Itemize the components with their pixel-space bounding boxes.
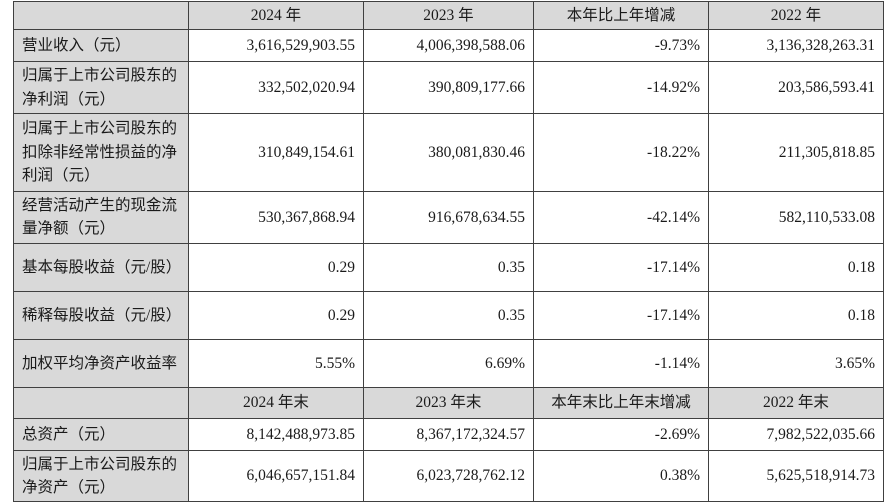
column-header-2023: 2023 年	[363, 0, 534, 31]
cell-2023-value: 380,081,830.46	[363, 112, 534, 192]
cell-2024-value: 0.29	[188, 242, 364, 292]
table-corner-cell	[13, 0, 189, 31]
table-row-total-assets: 总资产（元） 8,142,488,973.85 8,367,172,324.57…	[13, 417, 884, 451]
cell-2024-value: 3,616,529,903.55	[188, 29, 364, 63]
cell-2023-value: 6,023,728,762.12	[363, 449, 534, 502]
cell-2024-value: 530,367,868.94	[188, 190, 364, 244]
cell-2022-value: 3,136,328,263.31	[708, 29, 884, 63]
table-row-deducted-net-profit: 归属于上市公司股东的扣除非经常性损益的净利润（元） 310,849,154.61…	[13, 112, 884, 192]
column-header-change: 本年比上年增减	[533, 0, 709, 31]
cell-2022-value: 0.18	[708, 242, 884, 292]
table-row-net-assets: 归属于上市公司股东的净资产（元） 6,046,657,151.84 6,023,…	[13, 449, 884, 502]
cell-2022-value: 211,305,818.85	[708, 112, 884, 192]
cell-2023-value: 390,809,177.66	[363, 61, 534, 114]
row-label: 归属于上市公司股东的净利润（元）	[13, 61, 189, 114]
table-row-revenue: 营业收入（元） 3,616,529,903.55 4,006,398,588.0…	[13, 29, 884, 63]
row-label: 归属于上市公司股东的净资产（元）	[13, 449, 189, 502]
column-header-2022-end: 2022 年末	[708, 386, 884, 419]
cell-change-value: -1.14%	[533, 338, 709, 388]
table-row-net-profit: 归属于上市公司股东的净利润（元） 332,502,020.94 390,809,…	[13, 61, 884, 114]
cell-change-value: -17.14%	[533, 290, 709, 340]
cell-2022-value: 203,586,593.41	[708, 61, 884, 114]
cell-2024-value: 5.55%	[188, 338, 364, 388]
financial-summary-table: 2024 年 2023 年 本年比上年增减 2022 年 营业收入（元） 3,6…	[13, 0, 884, 502]
row-label: 稀释每股收益（元/股）	[13, 290, 189, 340]
cell-change-value: -18.22%	[533, 112, 709, 192]
period-end-header-row: 2024 年末 2023 年末 本年末比上年末增减 2022 年末	[13, 386, 884, 419]
table-row-weighted-avg-roe: 加权平均净资产收益率 5.55% 6.69% -1.14% 3.65%	[13, 338, 884, 388]
table-row-diluted-eps: 稀释每股收益（元/股） 0.29 0.35 -17.14% 0.18	[13, 290, 884, 340]
cell-2023-value: 916,678,634.55	[363, 190, 534, 244]
column-header-2023-end: 2023 年末	[363, 386, 534, 419]
cell-2023-value: 6.69%	[363, 338, 534, 388]
table-corner-cell	[13, 386, 189, 419]
cell-change-value: -2.69%	[533, 417, 709, 451]
cell-change-value: -9.73%	[533, 29, 709, 63]
annual-header-row: 2024 年 2023 年 本年比上年增减 2022 年	[13, 0, 884, 31]
column-header-2024: 2024 年	[188, 0, 364, 31]
cell-2024-value: 310,849,154.61	[188, 112, 364, 192]
row-label: 基本每股收益（元/股）	[13, 242, 189, 292]
cell-2022-value: 0.18	[708, 290, 884, 340]
row-label: 营业收入（元）	[13, 29, 189, 63]
cell-change-value: 0.38%	[533, 449, 709, 502]
row-label: 加权平均净资产收益率	[13, 338, 189, 388]
table-row-basic-eps: 基本每股收益（元/股） 0.29 0.35 -17.14% 0.18	[13, 242, 884, 292]
cell-2022-value: 5,625,518,914.73	[708, 449, 884, 502]
cell-change-value: -42.14%	[533, 190, 709, 244]
cell-2022-value: 7,982,522,035.66	[708, 417, 884, 451]
cell-2022-value: 3.65%	[708, 338, 884, 388]
cell-2024-value: 0.29	[188, 290, 364, 340]
column-header-2024-end: 2024 年末	[188, 386, 364, 419]
column-header-2022: 2022 年	[708, 0, 884, 31]
row-label: 总资产（元）	[13, 417, 189, 451]
cell-2024-value: 8,142,488,973.85	[188, 417, 364, 451]
cell-2023-value: 0.35	[363, 290, 534, 340]
cell-2023-value: 8,367,172,324.57	[363, 417, 534, 451]
cell-2022-value: 582,110,533.08	[708, 190, 884, 244]
row-label: 归属于上市公司股东的扣除非经常性损益的净利润（元）	[13, 112, 189, 192]
cell-2023-value: 4,006,398,588.06	[363, 29, 534, 63]
column-header-change-end: 本年末比上年末增减	[533, 386, 709, 419]
cell-change-value: -17.14%	[533, 242, 709, 292]
cell-2024-value: 332,502,020.94	[188, 61, 364, 114]
cell-2023-value: 0.35	[363, 242, 534, 292]
row-label: 经营活动产生的现金流量净额（元）	[13, 190, 189, 244]
cell-change-value: -14.92%	[533, 61, 709, 114]
cell-2024-value: 6,046,657,151.84	[188, 449, 364, 502]
table-row-operating-cash-flow: 经营活动产生的现金流量净额（元） 530,367,868.94 916,678,…	[13, 190, 884, 244]
